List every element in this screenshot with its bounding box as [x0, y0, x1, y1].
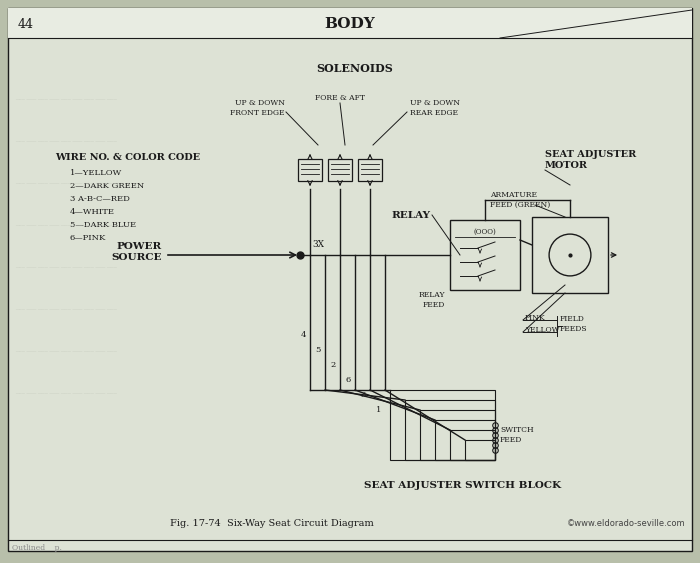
Text: 4—WHITE: 4—WHITE — [70, 208, 115, 216]
Text: SOLENOIDS: SOLENOIDS — [316, 62, 393, 74]
Text: 3 A-B-C—RED: 3 A-B-C—RED — [70, 195, 130, 203]
Text: ─── ─── ─── ─── ─── ─── ─── ─── ───: ─── ─── ─── ─── ─── ─── ─── ─── ─── — [15, 307, 117, 312]
Text: SWITCH
FEED: SWITCH FEED — [500, 426, 533, 444]
Bar — [328, 159, 352, 181]
Text: ─── ─── ─── ─── ─── ─── ─── ─── ───: ─── ─── ─── ─── ─── ─── ─── ─── ─── — [15, 266, 117, 270]
Bar — [390, 390, 495, 460]
Text: 6—PINK: 6—PINK — [70, 234, 106, 242]
Text: 6: 6 — [346, 376, 351, 384]
Bar — [532, 217, 608, 293]
Text: RELAY
FEED: RELAY FEED — [419, 292, 445, 309]
Bar — [450, 220, 520, 290]
Text: ─── ─── ─── ─── ─── ─── ─── ─── ───: ─── ─── ─── ─── ─── ─── ─── ─── ─── — [15, 97, 117, 102]
Text: 5: 5 — [316, 346, 321, 354]
Bar — [465, 440, 495, 460]
Text: 5—DARK BLUE: 5—DARK BLUE — [70, 221, 136, 229]
Bar — [450, 430, 495, 460]
Text: 2—DARK GREEN: 2—DARK GREEN — [70, 182, 144, 190]
Text: 1: 1 — [376, 406, 381, 414]
Bar — [358, 159, 382, 181]
Bar — [8, 8, 692, 38]
Text: FORE & AFT: FORE & AFT — [315, 94, 365, 102]
Text: 1—YELLOW: 1—YELLOW — [70, 169, 122, 177]
Text: PINK: PINK — [525, 314, 545, 322]
Text: WIRE NO. & COLOR CODE: WIRE NO. & COLOR CODE — [55, 154, 200, 163]
Text: Outlined    p.: Outlined p. — [12, 544, 62, 552]
Text: UP & DOWN
FRONT EDGE: UP & DOWN FRONT EDGE — [230, 100, 285, 117]
Text: BODY: BODY — [325, 17, 375, 31]
Text: 2: 2 — [330, 361, 336, 369]
Bar — [420, 410, 495, 460]
Text: ─── ─── ─── ─── ─── ─── ─── ─── ───: ─── ─── ─── ─── ─── ─── ─── ─── ─── — [15, 140, 117, 145]
Text: ─── ─── ─── ─── ─── ─── ─── ─── ───: ─── ─── ─── ─── ─── ─── ─── ─── ─── — [15, 181, 117, 186]
Text: ─── ─── ─── ─── ─── ─── ─── ─── ───: ─── ─── ─── ─── ─── ─── ─── ─── ─── — [15, 391, 117, 396]
Text: UP & DOWN
REAR EDGE: UP & DOWN REAR EDGE — [410, 100, 460, 117]
Text: (OOO): (OOO) — [474, 228, 496, 236]
Text: 44: 44 — [18, 17, 34, 30]
Text: YELLOW: YELLOW — [525, 326, 559, 334]
Text: 3: 3 — [360, 391, 366, 399]
Text: 3X: 3X — [312, 240, 324, 249]
Text: ©www.eldorado-seville.com: ©www.eldorado-seville.com — [566, 520, 685, 529]
Text: 4: 4 — [300, 331, 306, 339]
Bar — [405, 400, 495, 460]
Text: POWER
SOURCE: POWER SOURCE — [111, 242, 162, 262]
Text: ─── ─── ─── ─── ─── ─── ─── ─── ───: ─── ─── ─── ─── ─── ─── ─── ─── ─── — [15, 350, 117, 355]
Text: SEAT ADJUSTER
MOTOR: SEAT ADJUSTER MOTOR — [545, 150, 636, 169]
Text: Fig. 17-74  Six-Way Seat Circuit Diagram: Fig. 17-74 Six-Way Seat Circuit Diagram — [170, 520, 374, 529]
Bar — [435, 420, 495, 460]
Text: FIELD
FEEDS: FIELD FEEDS — [560, 315, 587, 333]
Bar — [298, 159, 322, 181]
Text: ARMATURE
FEED (GREEN): ARMATURE FEED (GREEN) — [490, 191, 550, 209]
Text: ─── ─── ─── ─── ─── ─── ─── ─── ───: ─── ─── ─── ─── ─── ─── ─── ─── ─── — [15, 224, 117, 229]
Text: SEAT ADJUSTER SWITCH BLOCK: SEAT ADJUSTER SWITCH BLOCK — [364, 480, 561, 489]
Text: RELAY: RELAY — [391, 211, 430, 220]
